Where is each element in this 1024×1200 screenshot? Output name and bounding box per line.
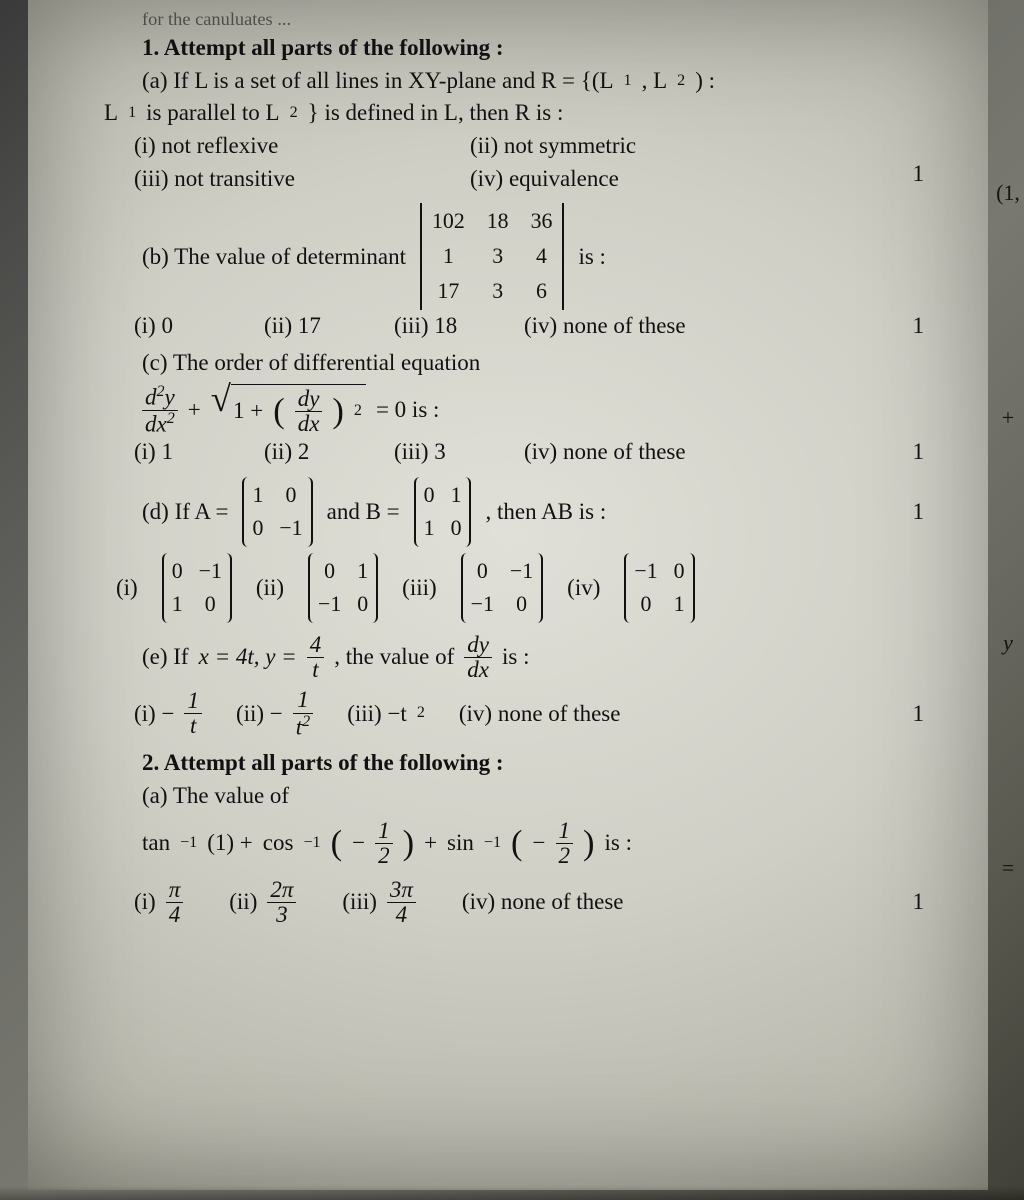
q2a-mark: 1 — [913, 886, 925, 919]
opt-i: (i) − 1t — [134, 689, 202, 738]
opt-iv: (iv) none of these — [524, 310, 686, 343]
opt-iv: (iv) none of these — [462, 886, 624, 919]
q1e-mark: 1 — [913, 698, 925, 731]
opt-ii-mat: 01 −10 — [308, 553, 378, 623]
q1b-options: (i) 0 (ii) 17 (iii) 18 (iv) none of thes… — [134, 310, 964, 343]
opt-ii: (ii) 17 — [264, 310, 384, 343]
q1e-options: (i) − 1t (ii) − 1t2 (iii) −t2 (iv) none … — [134, 688, 964, 739]
opt-i: (i) 1 — [134, 436, 254, 469]
page-edge-text: (1, + y = — [998, 0, 1018, 1200]
q1e: (e) If x = 4t, y = 4t , the value of dyd… — [142, 633, 964, 682]
q2a-expr: tan−1 (1) + cos−1 (− 12 ) + sin−1 (− 12 … — [142, 819, 964, 868]
opt-iv-mat: −10 01 — [624, 553, 694, 623]
opt-iii: (iii) 18 — [394, 310, 514, 343]
opt-i: (i) not reflexive — [134, 130, 434, 163]
matA: 10 0−1 — [242, 477, 312, 547]
opt-i: (i) 0 — [134, 310, 254, 343]
bottom-shadow — [0, 1186, 1024, 1200]
opt-iii-mat: 0−1 −10 — [461, 553, 544, 623]
opt-i-mat: 0−1 10 — [162, 553, 232, 623]
q1d-options: (i) 0−1 10 (ii) 01 −10 (iii) 0−1 −10 (iv… — [116, 553, 964, 623]
exam-sheet: for the canuluates ... 1. Attempt all pa… — [28, 0, 988, 1190]
q1b-det: 1021836 134 1736 — [420, 203, 564, 310]
q1a-line1: (a) If L is a set of all lines in XY-pla… — [142, 65, 964, 98]
opt-ii: (ii) 2 — [264, 436, 384, 469]
q1a-mark: 1 — [913, 158, 925, 191]
opt-iv: (iv) none of these — [524, 436, 686, 469]
opt-i: (i) π4 — [134, 878, 183, 927]
opt-ii: (ii) not symmetric — [470, 130, 636, 163]
q1a-options: (i) not reflexive (ii) not symmetric (ii… — [134, 130, 964, 195]
q1c-options: (i) 1 (ii) 2 (iii) 3 (iv) none of these … — [134, 436, 964, 469]
sqrt-icon: √ 1 + ( dy dx )2 — [211, 384, 366, 436]
opt-iii: (iii) 3π4 — [342, 878, 416, 927]
q1-heading: 1. Attempt all parts of the following : — [142, 32, 964, 65]
opt-iv: (iv) equivalence — [470, 163, 630, 196]
q1c-equation: d2y dx2 + √ 1 + ( dy dx )2 = 0 is : — [142, 384, 964, 437]
q1b: (b) The value of determinant 1021836 134… — [142, 203, 964, 310]
q2-heading: 2. Attempt all parts of the following : — [142, 747, 964, 780]
q2a-label: (a) The value of — [142, 780, 964, 813]
partial-top-line: for the canuluates ... — [142, 6, 964, 32]
matB: 01 10 — [414, 477, 472, 547]
q1b-mark: 1 — [913, 310, 925, 343]
d2ydx2: d2y dx2 — [142, 384, 178, 437]
opt-iv: (iv) none of these — [459, 698, 621, 731]
q1b-label: (b) The value of determinant — [142, 241, 406, 274]
q2a-options: (i) π4 (ii) 2π3 (iii) 3π4 (iv) none of t… — [134, 878, 964, 927]
opt-iii: (iii) not transitive — [134, 163, 434, 196]
opt-iii: (iii) 3 — [394, 436, 514, 469]
q1a-line2: L1 is parallel to L2 } is defined in L, … — [104, 97, 964, 130]
q1c-mark: 1 — [913, 436, 925, 469]
opt-ii: (ii) − 1t2 — [236, 688, 313, 739]
q1c-label: (c) The order of differential equation — [142, 347, 964, 380]
opt-iii: (iii) −t2 — [347, 698, 425, 731]
opt-ii: (ii) 2π3 — [229, 878, 296, 927]
q1d-mark: 1 — [913, 496, 925, 529]
q1d: (d) If A = 10 0−1 and B = 01 10 , then A… — [142, 477, 964, 547]
q1a-text1: (a) If L is a set of all lines in XY-pla… — [142, 65, 614, 98]
